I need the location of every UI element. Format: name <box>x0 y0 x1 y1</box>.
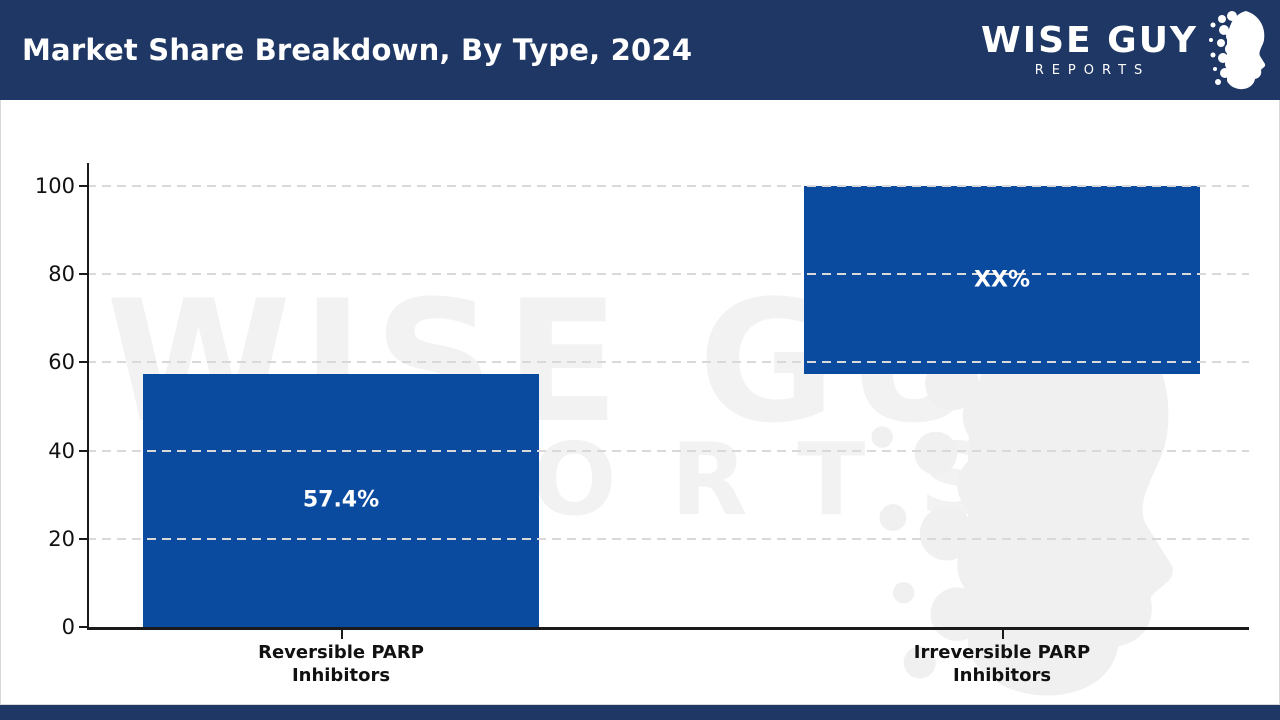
gridline-20 <box>87 537 1249 540</box>
footer-bar <box>0 705 1280 720</box>
brand-face-icon <box>1209 11 1266 90</box>
y-tick-mark <box>79 185 87 187</box>
x-tick-mark <box>1002 630 1004 639</box>
brand-subtitle: REPORTS <box>1034 62 1151 78</box>
gridline-60 <box>87 361 1249 364</box>
brand-text: WISE GUY REPORTS <box>981 22 1198 78</box>
y-tick-label: 0 <box>61 615 75 639</box>
bar-1 <box>143 373 539 627</box>
category-label-1: Reversible PARP Inhibitors <box>258 642 424 686</box>
y-tick-label: 80 <box>48 262 75 287</box>
y-tick-label: 20 <box>48 526 75 551</box>
x-tick-mark <box>341 630 343 639</box>
y-tick-mark <box>79 273 87 276</box>
category-label-2: Irreversible PARP Inhibitors <box>913 642 1091 686</box>
x-axis <box>87 627 1249 630</box>
y-tick-mark <box>79 626 87 628</box>
header-bar: Market Share Breakdown, By Type, 2024 WI… <box>0 0 1280 100</box>
bar-value-label: 57.4% <box>302 487 380 513</box>
y-tick-label: 40 <box>48 438 75 463</box>
y-tick-mark <box>79 449 87 452</box>
page-title: Market Share Breakdown, By Type, 2024 <box>22 33 693 67</box>
y-tick-label: 60 <box>48 350 75 375</box>
gridline-100 <box>87 185 1249 187</box>
chart-area: WISE GUY REPORTS 0 20 40 60 80 100 57.4% XX% Rev… <box>0 100 1280 705</box>
gridline-40 <box>87 449 1249 452</box>
brand-logo: WISE GUY REPORTS <box>981 4 1268 96</box>
plot: 0 20 40 60 80 100 57.4% XX% Reversible PARP Inhi… <box>1 100 1279 704</box>
y-axis <box>87 163 89 630</box>
y-tick-mark <box>79 361 87 364</box>
y-tick-mark <box>79 537 87 540</box>
gridline-80 <box>87 273 1249 276</box>
y-tick-label: 100 <box>34 174 75 198</box>
bar-value-label: XX% <box>974 267 1030 293</box>
brand-name: WISE GUY <box>980 20 1198 62</box>
